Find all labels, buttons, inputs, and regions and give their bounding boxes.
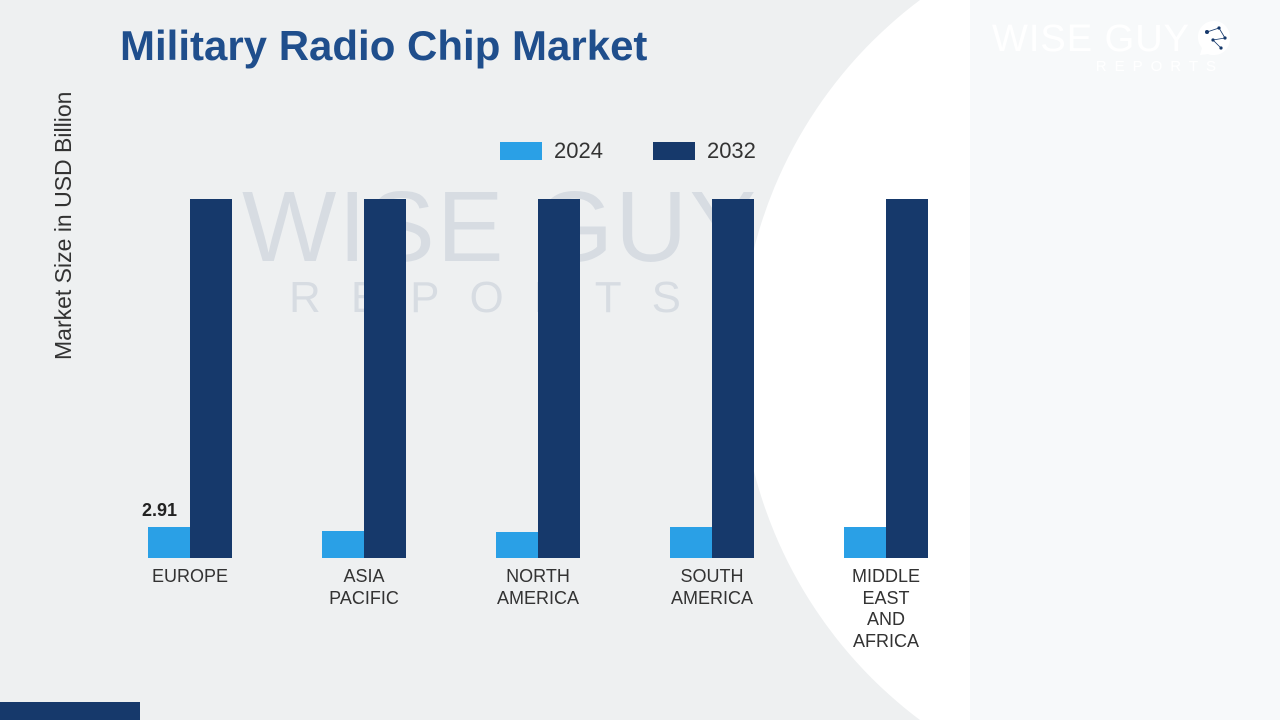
chart-title: Military Radio Chip Market xyxy=(120,22,647,70)
footer-accent-bar xyxy=(0,702,140,720)
legend-item-2024: 2024 xyxy=(500,138,603,164)
legend: 2024 2032 xyxy=(500,138,756,164)
legend-label-2024: 2024 xyxy=(554,138,603,164)
bar-series-b xyxy=(712,199,754,558)
bar-series-b xyxy=(886,199,928,558)
legend-swatch-2032 xyxy=(653,142,695,160)
x-axis-label: SOUTHAMERICA xyxy=(642,566,782,609)
chart-stage: WISE GUY REPORTS Military Radio Chip Mar… xyxy=(0,0,1280,720)
x-axis-label: EUROPE xyxy=(120,566,260,588)
bar-series-a xyxy=(148,527,190,558)
legend-swatch-2024 xyxy=(500,142,542,160)
bar-series-a xyxy=(670,527,712,558)
x-axis-label: NORTHAMERICA xyxy=(468,566,608,609)
brand-logo: WISE GUY REPORTS xyxy=(992,18,1252,75)
bar-series-a xyxy=(844,527,886,558)
bar-series-a xyxy=(496,532,538,558)
bar-chart: 2.91EUROPEASIAPACIFICNORTHAMERICASOUTHAM… xyxy=(120,188,960,558)
bar-series-a xyxy=(322,531,364,558)
bar-series-b xyxy=(538,199,580,558)
x-axis-label: MIDDLEEASTANDAFRICA xyxy=(816,566,956,652)
brand-side-panel xyxy=(970,0,1280,720)
x-axis-label: ASIAPACIFIC xyxy=(294,566,434,609)
bar-series-b xyxy=(190,199,232,558)
bar-series-b xyxy=(364,199,406,558)
bar-value-label: 2.91 xyxy=(142,500,177,521)
y-axis-label: Market Size in USD Billion xyxy=(50,92,77,360)
brand-logo-main-text: WISE GUY xyxy=(992,18,1189,60)
legend-item-2032: 2032 xyxy=(653,138,756,164)
legend-label-2032: 2032 xyxy=(707,138,756,164)
